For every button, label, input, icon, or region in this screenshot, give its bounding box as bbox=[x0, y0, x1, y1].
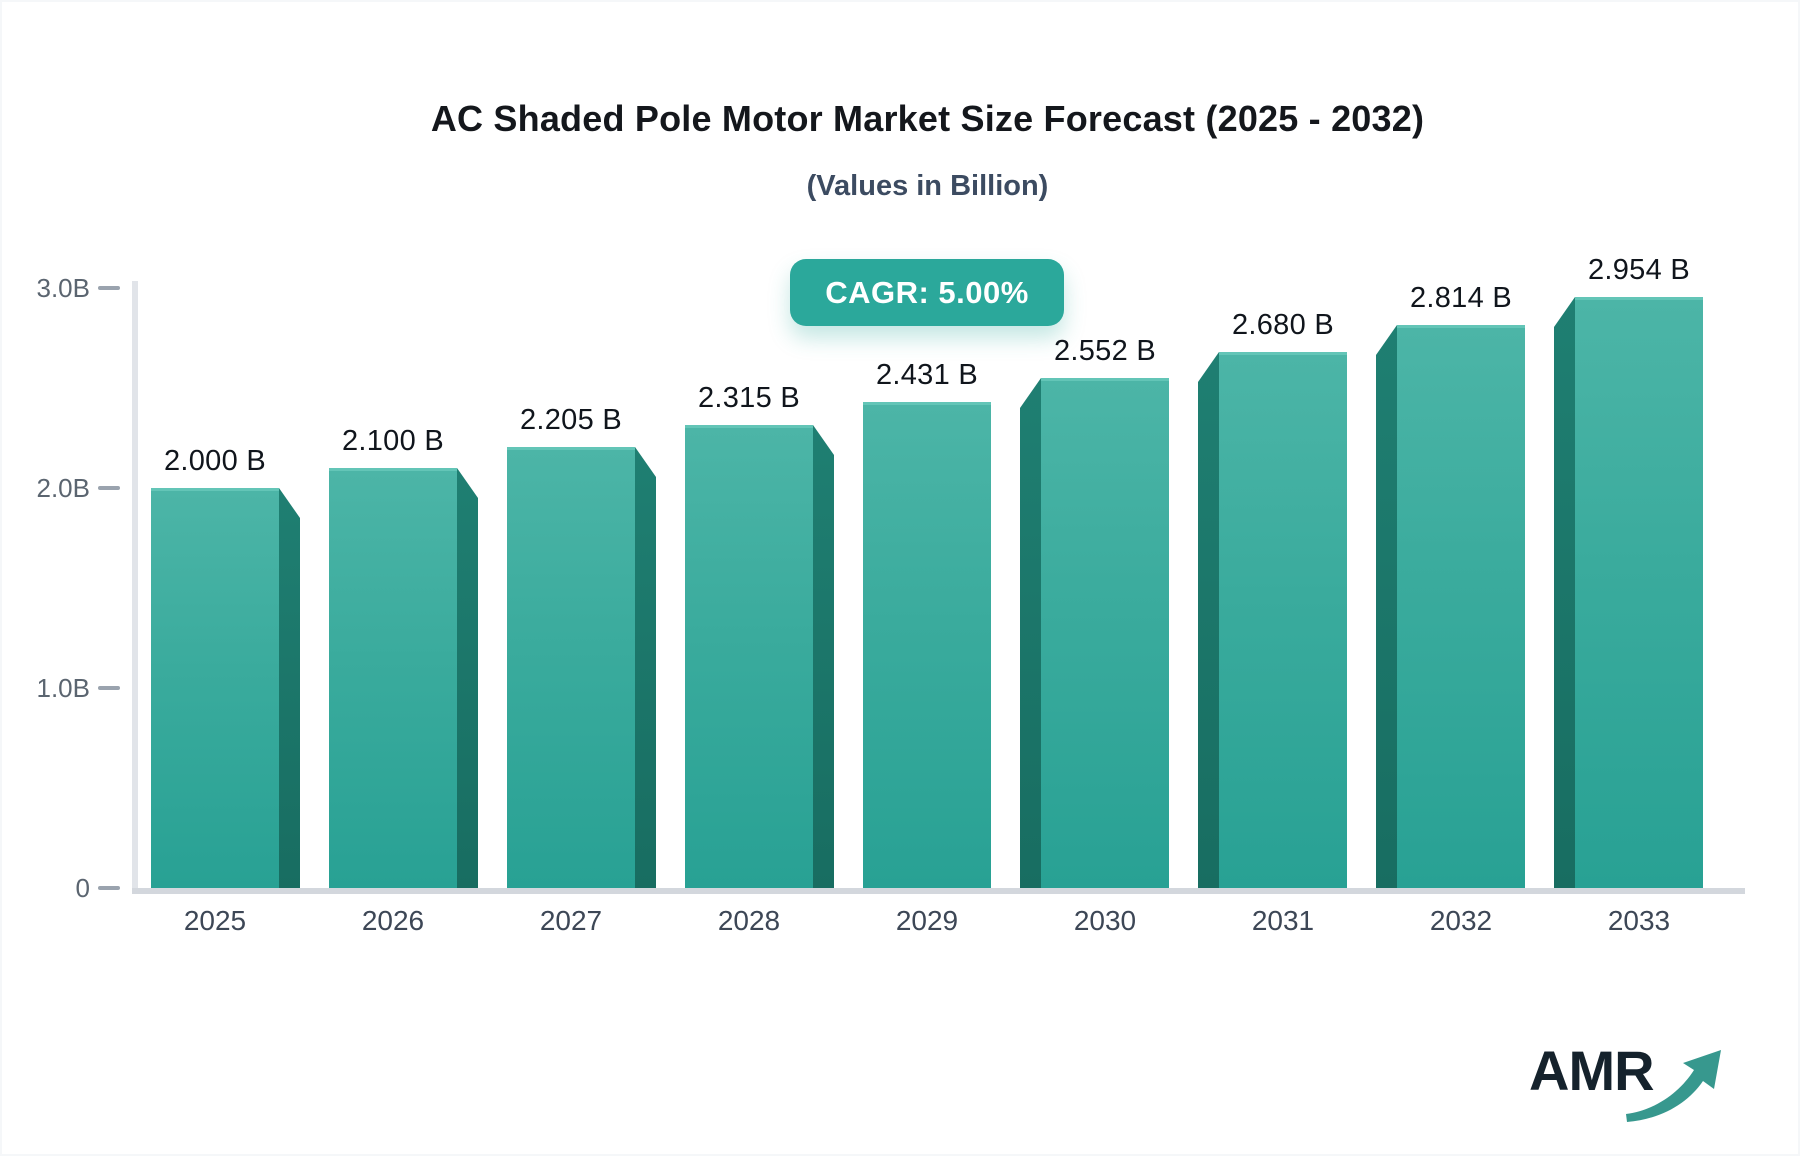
amr-logo-text: AMR bbox=[1529, 1039, 1655, 1102]
bar-side-2027 bbox=[635, 447, 656, 888]
bar-value-label-2030: 2.552 B bbox=[1053, 335, 1157, 367]
growth-arrow-icon bbox=[1626, 1050, 1721, 1122]
cagr-badge-label: CAGR: 5.00% bbox=[825, 274, 1029, 310]
bar-side-2031 bbox=[1198, 352, 1219, 888]
bar-side-2028 bbox=[813, 425, 834, 888]
bar-side-2026 bbox=[457, 468, 478, 888]
bar-2033 bbox=[1575, 297, 1703, 888]
bar-value-label-2026: 2.100 B bbox=[341, 425, 445, 457]
bar-2030 bbox=[1041, 378, 1169, 888]
bar-2028 bbox=[685, 425, 813, 888]
x-tick-label-2026: 2026 bbox=[361, 905, 425, 936]
chart-subtitle: (Values in Billion) bbox=[806, 170, 1049, 202]
y-tick-label: 2.0B bbox=[36, 473, 91, 503]
bar-value-label-2032: 2.814 B bbox=[1409, 282, 1513, 314]
cagr-badge: CAGR: 5.00% bbox=[790, 259, 1064, 326]
x-tick-label-2025: 2025 bbox=[183, 905, 247, 936]
bar-value-label-2029: 2.431 B bbox=[875, 359, 979, 391]
bar-2027 bbox=[507, 447, 635, 888]
x-tick-label-2028: 2028 bbox=[717, 905, 781, 936]
y-tick-mark bbox=[98, 286, 120, 290]
bar-value-label-2025: 2.000 B bbox=[163, 445, 267, 477]
bar-side-2033 bbox=[1554, 297, 1575, 888]
amr-logo: AMR bbox=[1529, 1030, 1739, 1125]
bar-2031 bbox=[1219, 352, 1347, 888]
x-tick-label-2027: 2027 bbox=[539, 905, 603, 936]
bar-side-2025 bbox=[279, 488, 300, 888]
chart-title: AC Shaded Pole Motor Market Size Forecas… bbox=[430, 98, 1425, 139]
bar-value-label-2031: 2.680 B bbox=[1231, 309, 1335, 341]
y-tick-label: 1.0B bbox=[36, 673, 91, 703]
x-tick-label-2029: 2029 bbox=[895, 905, 959, 936]
bar-2025 bbox=[151, 488, 279, 888]
y-axis-line bbox=[132, 281, 138, 890]
x-tick-label-2030: 2030 bbox=[1073, 905, 1137, 936]
x-axis-line bbox=[132, 888, 1745, 894]
bar-value-label-2028: 2.315 B bbox=[697, 382, 801, 414]
y-tick-label: 0 bbox=[75, 873, 90, 903]
bar-value-label-2027: 2.205 B bbox=[519, 404, 623, 436]
y-tick-mark bbox=[98, 886, 120, 890]
y-tick-mark bbox=[98, 486, 120, 490]
y-tick-mark bbox=[98, 686, 120, 690]
bar-value-label-2033: 2.954 B bbox=[1587, 254, 1691, 286]
bar-side-2030 bbox=[1020, 378, 1041, 888]
x-tick-label-2031: 2031 bbox=[1251, 905, 1315, 936]
y-tick-label: 3.0B bbox=[36, 273, 91, 303]
bar-2029 bbox=[863, 402, 991, 888]
bar-2032 bbox=[1397, 325, 1525, 888]
bar-2026 bbox=[329, 468, 457, 888]
x-tick-label-2033: 2033 bbox=[1607, 905, 1671, 936]
x-tick-label-2032: 2032 bbox=[1429, 905, 1493, 936]
bar-side-2032 bbox=[1376, 325, 1397, 888]
